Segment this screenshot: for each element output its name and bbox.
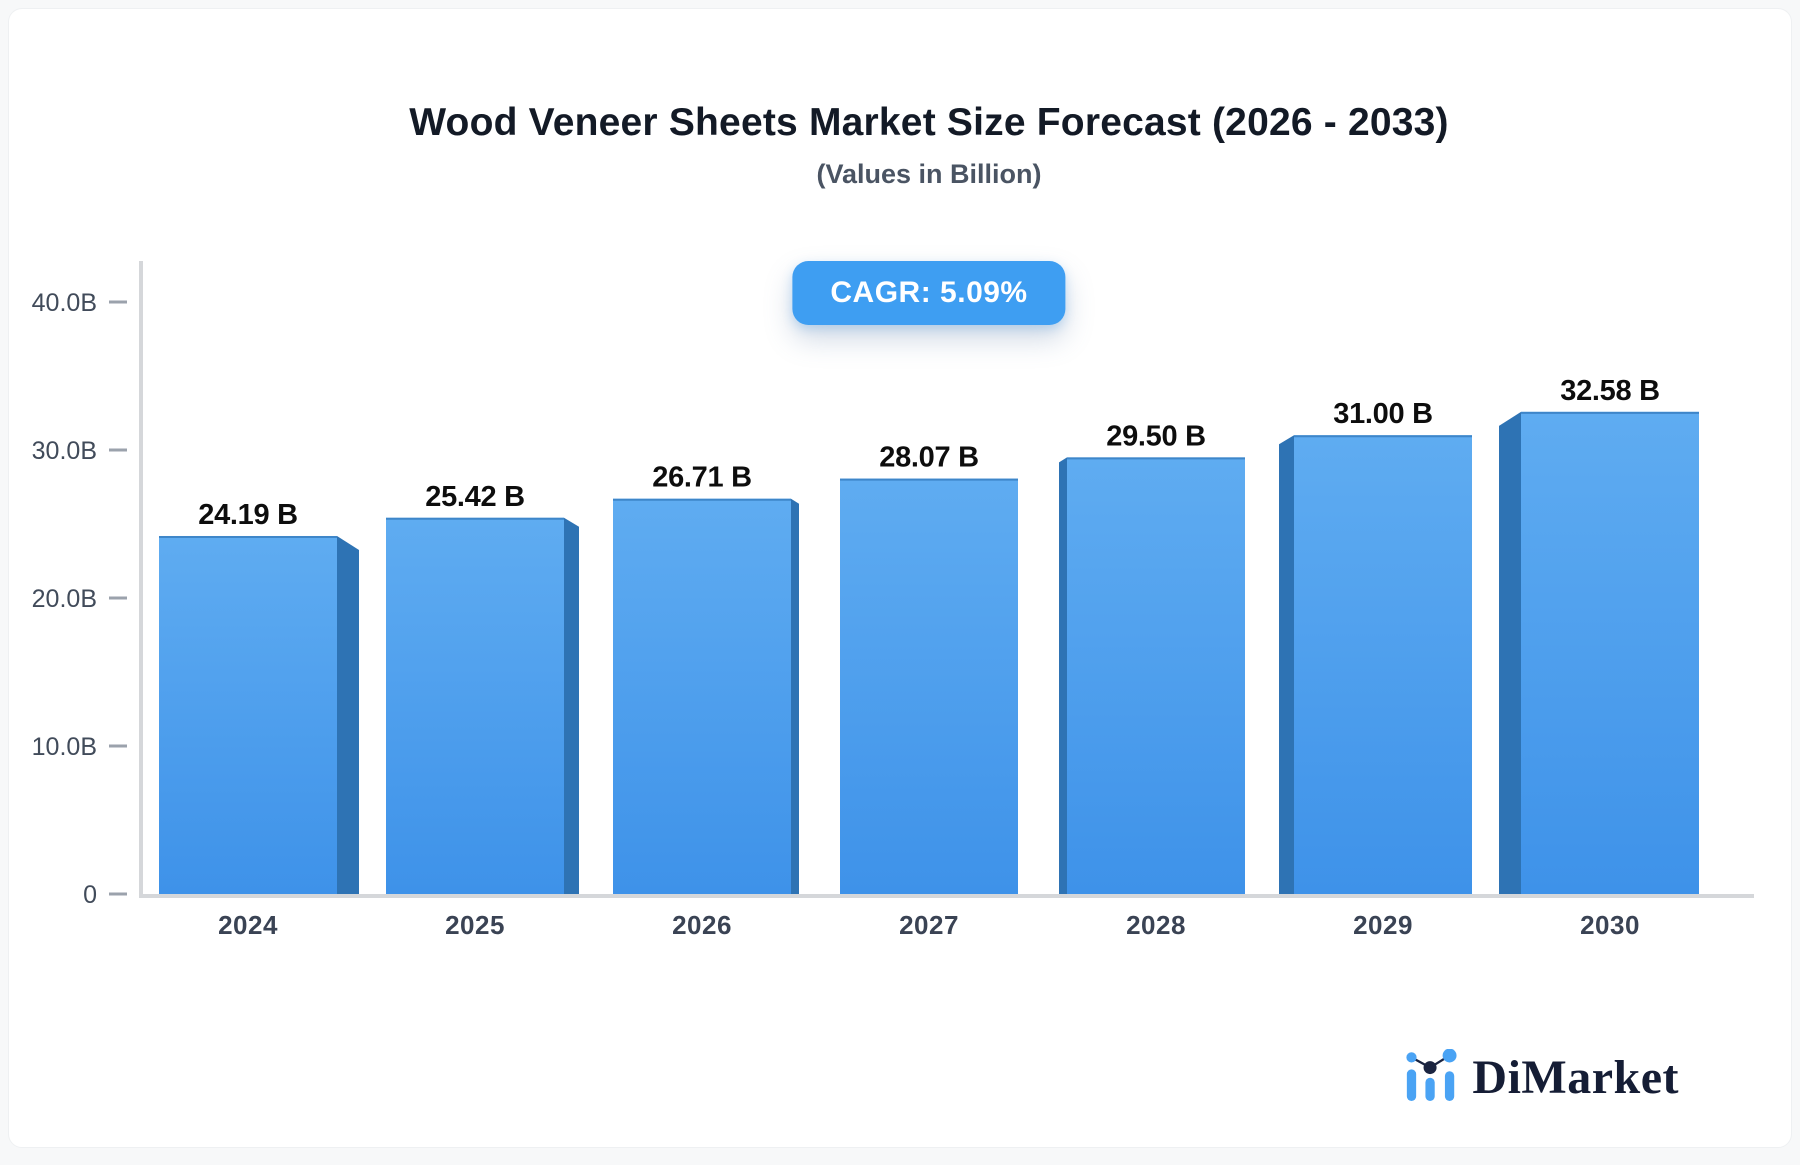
dimarket-logo-icon — [1406, 1049, 1457, 1101]
y-axis-tick-label: 10.0B — [32, 733, 97, 761]
bar-front-face — [159, 535, 337, 894]
bar-front-face — [613, 498, 791, 894]
x-axis-label: 2024 — [218, 910, 278, 940]
y-axis-tick-label: 30.0B — [32, 437, 97, 465]
bar-2026[interactable] — [613, 498, 799, 894]
brand-name: DiMarket — [1472, 1051, 1679, 1105]
bar-side-face — [337, 535, 359, 894]
bar-2025[interactable] — [386, 517, 579, 894]
bar-side-face — [1279, 435, 1294, 894]
bar-value-label: 28.07 B — [879, 442, 978, 474]
x-axis-label: 2027 — [899, 910, 959, 940]
bar-value-label: 31.00 B — [1333, 398, 1432, 430]
x-axis-label: 2030 — [1580, 910, 1640, 940]
bar-2030[interactable] — [1499, 411, 1699, 894]
bar-2027[interactable] — [840, 478, 1018, 894]
bar-front-face — [1067, 457, 1245, 894]
brand-logo: DiMarket — [1403, 1049, 1679, 1105]
bar-front-face — [1294, 435, 1472, 894]
labels-group: 24.19 B 2024 25.42 B 2025 26.71 B 2026 28.07 B… — [198, 375, 1660, 940]
bar-side-face — [1059, 457, 1067, 894]
bar-side-face — [564, 517, 579, 894]
bar-front-face — [386, 517, 564, 894]
chart-card: Wood Veneer Sheets Market Size Forecast … — [8, 8, 1792, 1148]
bar-value-label: 29.50 B — [1106, 420, 1205, 452]
x-axis-label: 2029 — [1353, 910, 1413, 940]
bar-chart: 0 10.0B 20.0B 30.0B 40.0B 24.19 B 2024 25.42 B… — [32, 261, 1754, 940]
bar-value-label: 32.58 B — [1560, 375, 1659, 407]
bar-side-face — [1499, 411, 1521, 894]
bars-group — [159, 411, 1699, 894]
bar-front-face — [1521, 411, 1699, 894]
x-axis-label: 2025 — [445, 910, 505, 940]
bar-side-face — [791, 498, 799, 894]
bar-2028[interactable] — [1059, 457, 1245, 894]
cagr-badge: CAGR: 5.09% — [792, 261, 1066, 325]
y-axis-tick-label: 20.0B — [32, 585, 97, 613]
bar-2024[interactable] — [159, 535, 359, 894]
x-axis-label: 2028 — [1126, 910, 1186, 940]
x-axis-label: 2026 — [672, 910, 732, 940]
chart-subtitle: (Values in Billion) — [816, 159, 1042, 189]
y-axis-tick-label: 0 — [83, 881, 97, 909]
y-axis-tick-label: 40.0B — [32, 289, 97, 317]
bar-value-label: 25.42 B — [425, 481, 524, 513]
bar-front-face — [840, 478, 1018, 894]
axis-group: 0 10.0B 20.0B 30.0B 40.0B — [32, 261, 1754, 909]
chart-title: Wood Veneer Sheets Market Size Forecast … — [409, 101, 1449, 144]
bar-value-label: 24.19 B — [198, 499, 297, 531]
bar-value-label: 26.71 B — [652, 462, 751, 494]
bar-2029[interactable] — [1279, 435, 1472, 894]
